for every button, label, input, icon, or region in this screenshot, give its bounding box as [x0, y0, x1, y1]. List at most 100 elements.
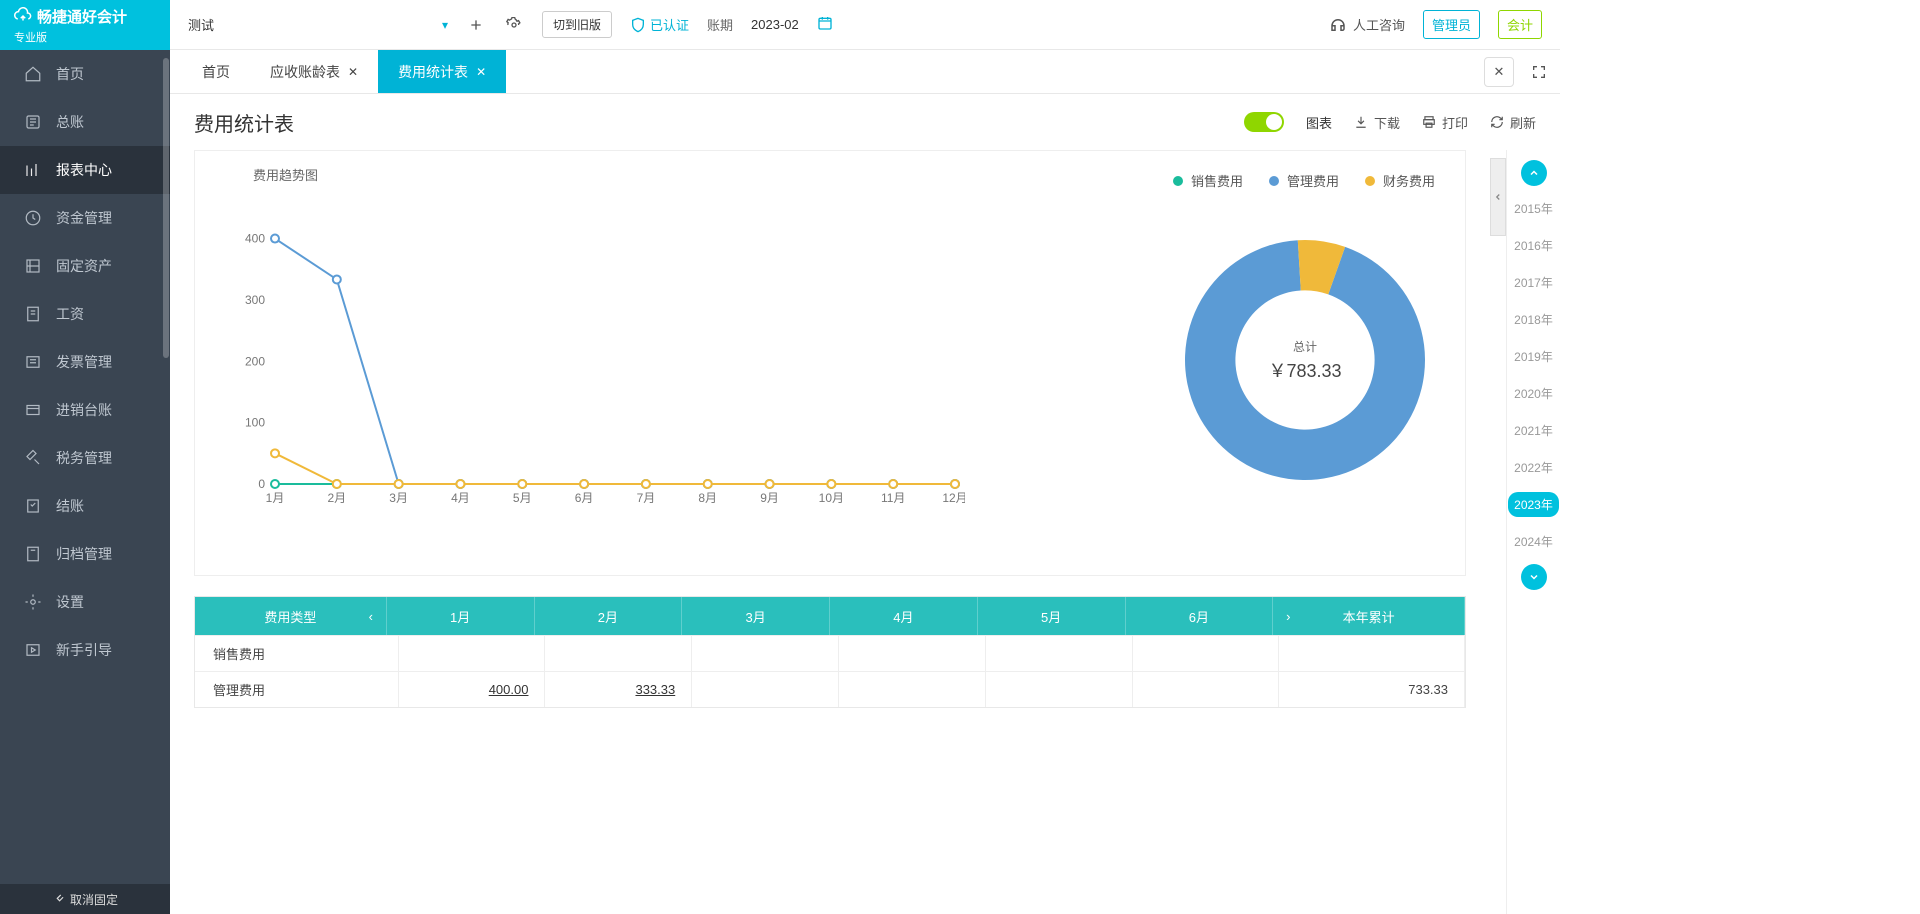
- nav-item-12[interactable]: 新手引导: [0, 626, 170, 674]
- sidebar: 畅捷通好会计 专业版 首页总账报表中心资金管理固定资产工资发票管理进销台账税务管…: [0, 0, 170, 914]
- refresh-icon: [1490, 115, 1504, 129]
- expand-panel-handle[interactable]: [1490, 158, 1506, 236]
- add-icon[interactable]: [466, 15, 486, 35]
- headset-icon: [1329, 16, 1347, 34]
- year-item[interactable]: 2022年: [1514, 449, 1553, 486]
- legend-item[interactable]: 管理费用: [1269, 171, 1339, 190]
- donut-chart: 总计 ￥783.33: [1175, 230, 1435, 490]
- old-version-button[interactable]: 切到旧版: [542, 11, 612, 38]
- td-total: [1279, 636, 1465, 671]
- scroll-left-icon[interactable]: ‹: [360, 609, 382, 624]
- th-month: 6月: [1126, 597, 1274, 635]
- line-chart: 01002003004001月2月3月4月5月6月7月8月9月10月11月12月: [225, 204, 1135, 534]
- table-row: 销售费用: [195, 635, 1465, 671]
- svg-text:200: 200: [245, 354, 265, 368]
- nav-icon: [24, 257, 42, 275]
- role-accountant-button[interactable]: 会计: [1498, 10, 1542, 39]
- nav-item-9[interactable]: 结账: [0, 482, 170, 530]
- settings-icon[interactable]: [504, 15, 524, 35]
- nav-item-10[interactable]: 归档管理: [0, 530, 170, 578]
- main: 测试 ▾ 切到旧版 已认证 账期 2023-02 人工咨询 管理员 会计 首页应…: [170, 0, 1560, 914]
- td-val: 333.33: [545, 672, 692, 707]
- nav-item-5[interactable]: 工资: [0, 290, 170, 338]
- donut-center-label: 总计: [1293, 338, 1317, 355]
- svg-text:7月: 7月: [637, 491, 656, 505]
- chart-panel: 费用趋势图 销售费用管理费用财务费用 01002003004001月2月3月4月…: [194, 150, 1466, 576]
- tab-1[interactable]: 应收账龄表✕: [250, 50, 378, 93]
- nav-item-0[interactable]: 首页: [0, 50, 170, 98]
- td-type: 销售费用: [195, 636, 399, 671]
- year-up-button[interactable]: [1521, 160, 1547, 186]
- nav-item-7[interactable]: 进销台账: [0, 386, 170, 434]
- year-item[interactable]: 2018年: [1514, 301, 1553, 338]
- td-val: 400.00: [399, 672, 546, 707]
- unpin-button[interactable]: 取消固定: [0, 884, 170, 914]
- report-area: 费用趋势图 销售费用管理费用财务费用 01002003004001月2月3月4月…: [170, 150, 1490, 914]
- nav-icon: [24, 65, 42, 83]
- year-down-button[interactable]: [1521, 564, 1547, 590]
- svg-text:2月: 2月: [327, 491, 346, 505]
- tab-close-icon[interactable]: ✕: [348, 65, 358, 79]
- th-type: 费用类型‹: [195, 597, 387, 635]
- td-type: 管理费用: [195, 672, 399, 707]
- year-item[interactable]: 2024年: [1514, 523, 1553, 560]
- td-val: [986, 636, 1133, 671]
- pin-icon: [52, 892, 66, 906]
- year-item[interactable]: 2020年: [1514, 375, 1553, 412]
- print-icon: [1422, 115, 1436, 129]
- nav-icon: [24, 353, 42, 371]
- cell-link[interactable]: 333.33: [635, 682, 675, 697]
- svg-text:11月: 11月: [881, 491, 905, 505]
- chart-toggle[interactable]: [1244, 112, 1284, 132]
- legend-item[interactable]: 财务费用: [1365, 171, 1435, 190]
- svg-text:5月: 5月: [513, 491, 532, 505]
- year-item[interactable]: 2019年: [1514, 338, 1553, 375]
- year-item[interactable]: 2017年: [1514, 264, 1553, 301]
- chart-toggle-label: 图表: [1306, 113, 1332, 132]
- th-month: 5月: [978, 597, 1126, 635]
- th-month: 4月: [830, 597, 978, 635]
- close-tab-button[interactable]: ✕: [1484, 57, 1514, 87]
- th-total: ›本年累计: [1273, 597, 1465, 635]
- role-admin-button[interactable]: 管理员: [1423, 10, 1480, 39]
- logo-icon: [14, 7, 32, 25]
- nav-item-4[interactable]: 固定资产: [0, 242, 170, 290]
- nav-icon: [24, 593, 42, 611]
- topbar: 测试 ▾ 切到旧版 已认证 账期 2023-02 人工咨询 管理员 会计: [170, 0, 1560, 50]
- calendar-icon[interactable]: [817, 15, 833, 34]
- year-item[interactable]: 2021年: [1514, 412, 1553, 449]
- svg-text:9月: 9月: [760, 491, 779, 505]
- svg-text:3月: 3月: [389, 491, 408, 505]
- nav-item-11[interactable]: 设置: [0, 578, 170, 626]
- svg-text:0: 0: [258, 477, 265, 491]
- nav-item-2[interactable]: 报表中心: [0, 146, 170, 194]
- chevron-down-icon: ▾: [442, 18, 448, 32]
- td-total: 733.33: [1279, 672, 1465, 707]
- td-val: [839, 672, 986, 707]
- print-button[interactable]: 打印: [1422, 113, 1468, 132]
- year-item[interactable]: 2015年: [1514, 190, 1553, 227]
- year-item[interactable]: 2016年: [1514, 227, 1553, 264]
- period-label: 账期: [707, 15, 733, 34]
- cell-link[interactable]: 400.00: [489, 682, 529, 697]
- sidebar-scrollbar[interactable]: [162, 50, 170, 884]
- download-button[interactable]: 下载: [1354, 113, 1400, 132]
- content: 费用趋势图 销售费用管理费用财务费用 01002003004001月2月3月4月…: [170, 150, 1560, 914]
- company-select[interactable]: 测试 ▾: [188, 15, 448, 34]
- tab-close-icon[interactable]: ✕: [476, 65, 486, 79]
- nav-item-8[interactable]: 税务管理: [0, 434, 170, 482]
- td-val: [1133, 636, 1280, 671]
- support-link[interactable]: 人工咨询: [1329, 15, 1405, 34]
- tab-0[interactable]: 首页: [182, 50, 250, 93]
- nav-item-3[interactable]: 资金管理: [0, 194, 170, 242]
- nav-item-6[interactable]: 发票管理: [0, 338, 170, 386]
- tab-2[interactable]: 费用统计表✕: [378, 50, 506, 93]
- th-month: 3月: [682, 597, 830, 635]
- legend-item[interactable]: 销售费用: [1173, 171, 1243, 190]
- scroll-right-icon[interactable]: ›: [1277, 609, 1299, 624]
- nav-item-1[interactable]: 总账: [0, 98, 170, 146]
- svg-text:8月: 8月: [698, 491, 717, 505]
- fullscreen-button[interactable]: [1524, 57, 1554, 87]
- year-item[interactable]: 2023年: [1508, 492, 1559, 517]
- refresh-button[interactable]: 刷新: [1490, 113, 1536, 132]
